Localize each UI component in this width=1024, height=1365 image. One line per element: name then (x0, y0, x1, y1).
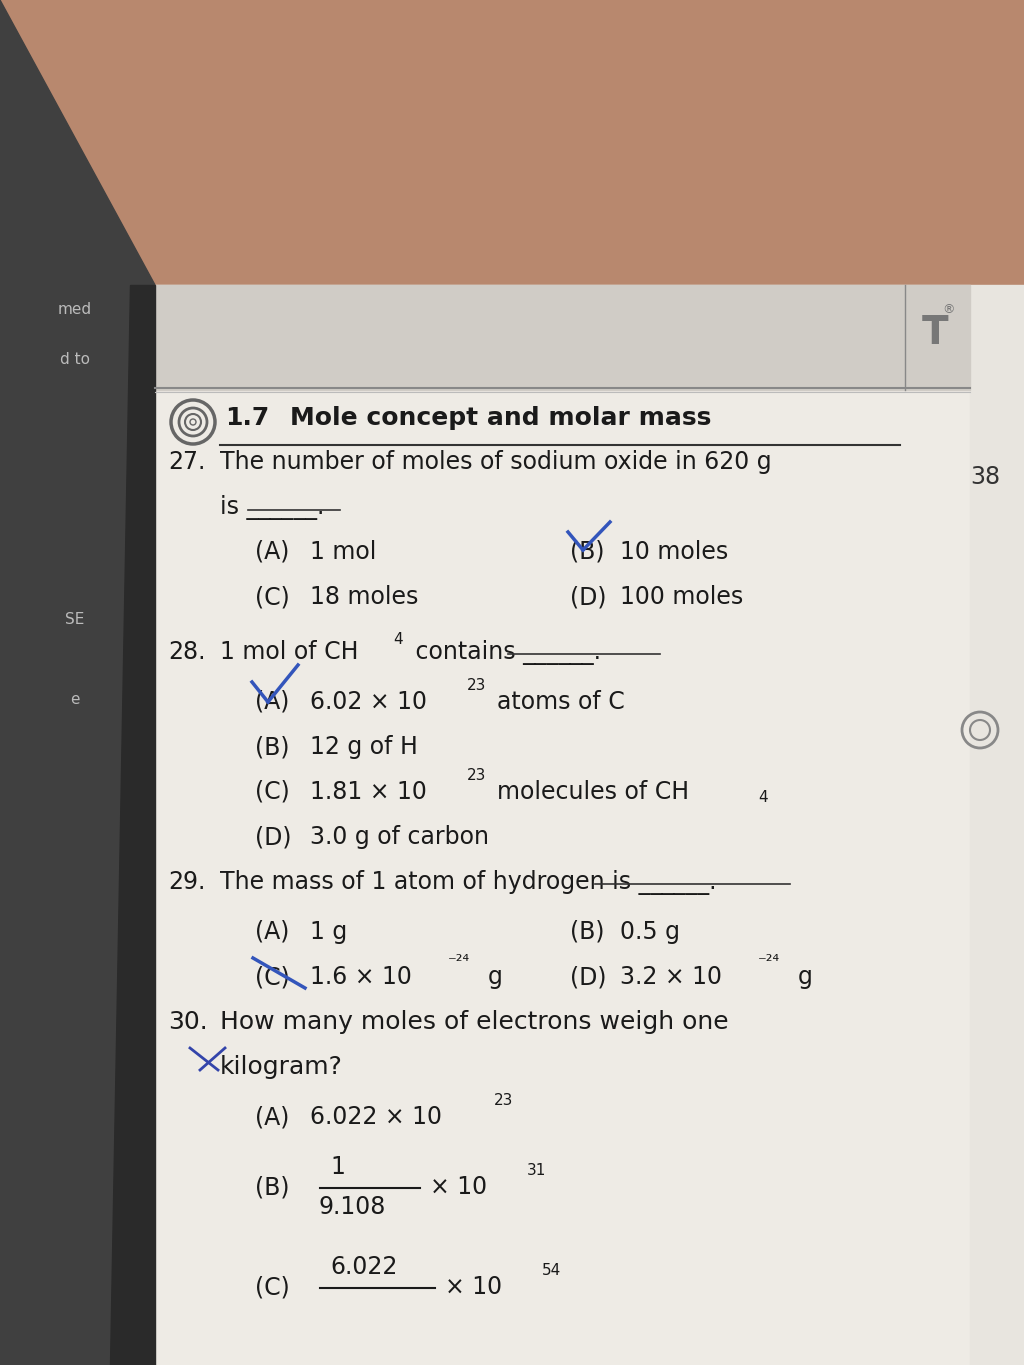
Text: e: e (71, 692, 80, 707)
Text: 31: 31 (527, 1163, 547, 1178)
Text: (D): (D) (570, 586, 606, 609)
Text: (A): (A) (255, 689, 290, 714)
Text: 4: 4 (393, 632, 402, 647)
Text: g: g (798, 965, 813, 990)
Text: ⁻²⁴: ⁻²⁴ (449, 953, 470, 971)
Text: (B): (B) (255, 1175, 290, 1198)
Polygon shape (110, 285, 155, 1365)
Text: 23: 23 (467, 768, 486, 784)
Text: The mass of 1 atom of hydrogen is ______.: The mass of 1 atom of hydrogen is ______… (220, 870, 717, 895)
Text: × 10: × 10 (430, 1175, 487, 1198)
Text: molecules of CH: molecules of CH (497, 779, 689, 804)
Text: 1 mol of CH: 1 mol of CH (220, 640, 358, 663)
Text: ⁻²⁴: ⁻²⁴ (758, 953, 780, 971)
Text: 100 moles: 100 moles (620, 586, 743, 609)
Text: T: T (922, 314, 948, 352)
Text: 23: 23 (467, 678, 486, 693)
Text: 1.81 × 10: 1.81 × 10 (310, 779, 427, 804)
Text: (D): (D) (255, 824, 292, 849)
Text: (C): (C) (255, 1275, 290, 1299)
Text: ®: ® (943, 303, 955, 317)
Text: The number of moles of sodium oxide in 620 g: The number of moles of sodium oxide in 6… (220, 450, 772, 474)
Text: 1 g: 1 g (310, 920, 347, 945)
Text: 29.: 29. (168, 870, 206, 894)
Text: 28.: 28. (168, 640, 206, 663)
Text: 4: 4 (758, 790, 768, 805)
Text: 1 mol: 1 mol (310, 541, 377, 564)
Polygon shape (0, 0, 155, 1365)
Text: g: g (488, 965, 503, 990)
Text: (C): (C) (255, 965, 290, 990)
Bar (155, 285, 970, 390)
Text: 18 moles: 18 moles (310, 586, 419, 609)
Text: 6.022 × 10: 6.022 × 10 (310, 1106, 442, 1129)
Text: (A): (A) (255, 1106, 290, 1129)
Text: contains ______.: contains ______. (408, 640, 601, 665)
Bar (155, 285, 970, 1365)
Text: How many moles of electrons weigh one: How many moles of electrons weigh one (220, 1010, 729, 1035)
Text: (C): (C) (255, 586, 290, 609)
Text: 12 g of H: 12 g of H (310, 734, 418, 759)
Text: 9.108: 9.108 (318, 1194, 385, 1219)
Text: kilogram?: kilogram? (220, 1055, 343, 1078)
Text: 10 moles: 10 moles (620, 541, 728, 564)
Text: 6.022: 6.022 (330, 1254, 397, 1279)
Text: 1: 1 (330, 1155, 345, 1179)
Text: is ______.: is ______. (220, 495, 325, 520)
Text: × 10: × 10 (445, 1275, 502, 1299)
Text: (A): (A) (255, 920, 290, 945)
Text: (C): (C) (255, 779, 290, 804)
Text: (A): (A) (255, 541, 290, 564)
Bar (970, 285, 1024, 1365)
Text: (B): (B) (570, 541, 604, 564)
Text: 6.02 × 10: 6.02 × 10 (310, 689, 427, 714)
Text: 23: 23 (494, 1093, 513, 1108)
Text: 27.: 27. (168, 450, 206, 474)
Text: 3.0 g of carbon: 3.0 g of carbon (310, 824, 489, 849)
Text: 1.7: 1.7 (225, 405, 269, 430)
Text: 38: 38 (970, 465, 1000, 489)
Text: med: med (58, 303, 92, 318)
Text: 0.5 g: 0.5 g (620, 920, 680, 945)
Text: d to: d to (60, 352, 90, 367)
Text: (B): (B) (255, 734, 290, 759)
Text: (D): (D) (570, 965, 606, 990)
Text: atoms of C: atoms of C (497, 689, 625, 714)
Text: Mole concept and molar mass: Mole concept and molar mass (290, 405, 712, 430)
Text: SE: SE (66, 613, 85, 628)
Text: (B): (B) (570, 920, 604, 945)
Text: 54: 54 (542, 1263, 561, 1278)
Text: 1.6 × 10: 1.6 × 10 (310, 965, 412, 990)
Text: 3.2 × 10: 3.2 × 10 (620, 965, 722, 990)
Text: 30.: 30. (168, 1010, 208, 1035)
